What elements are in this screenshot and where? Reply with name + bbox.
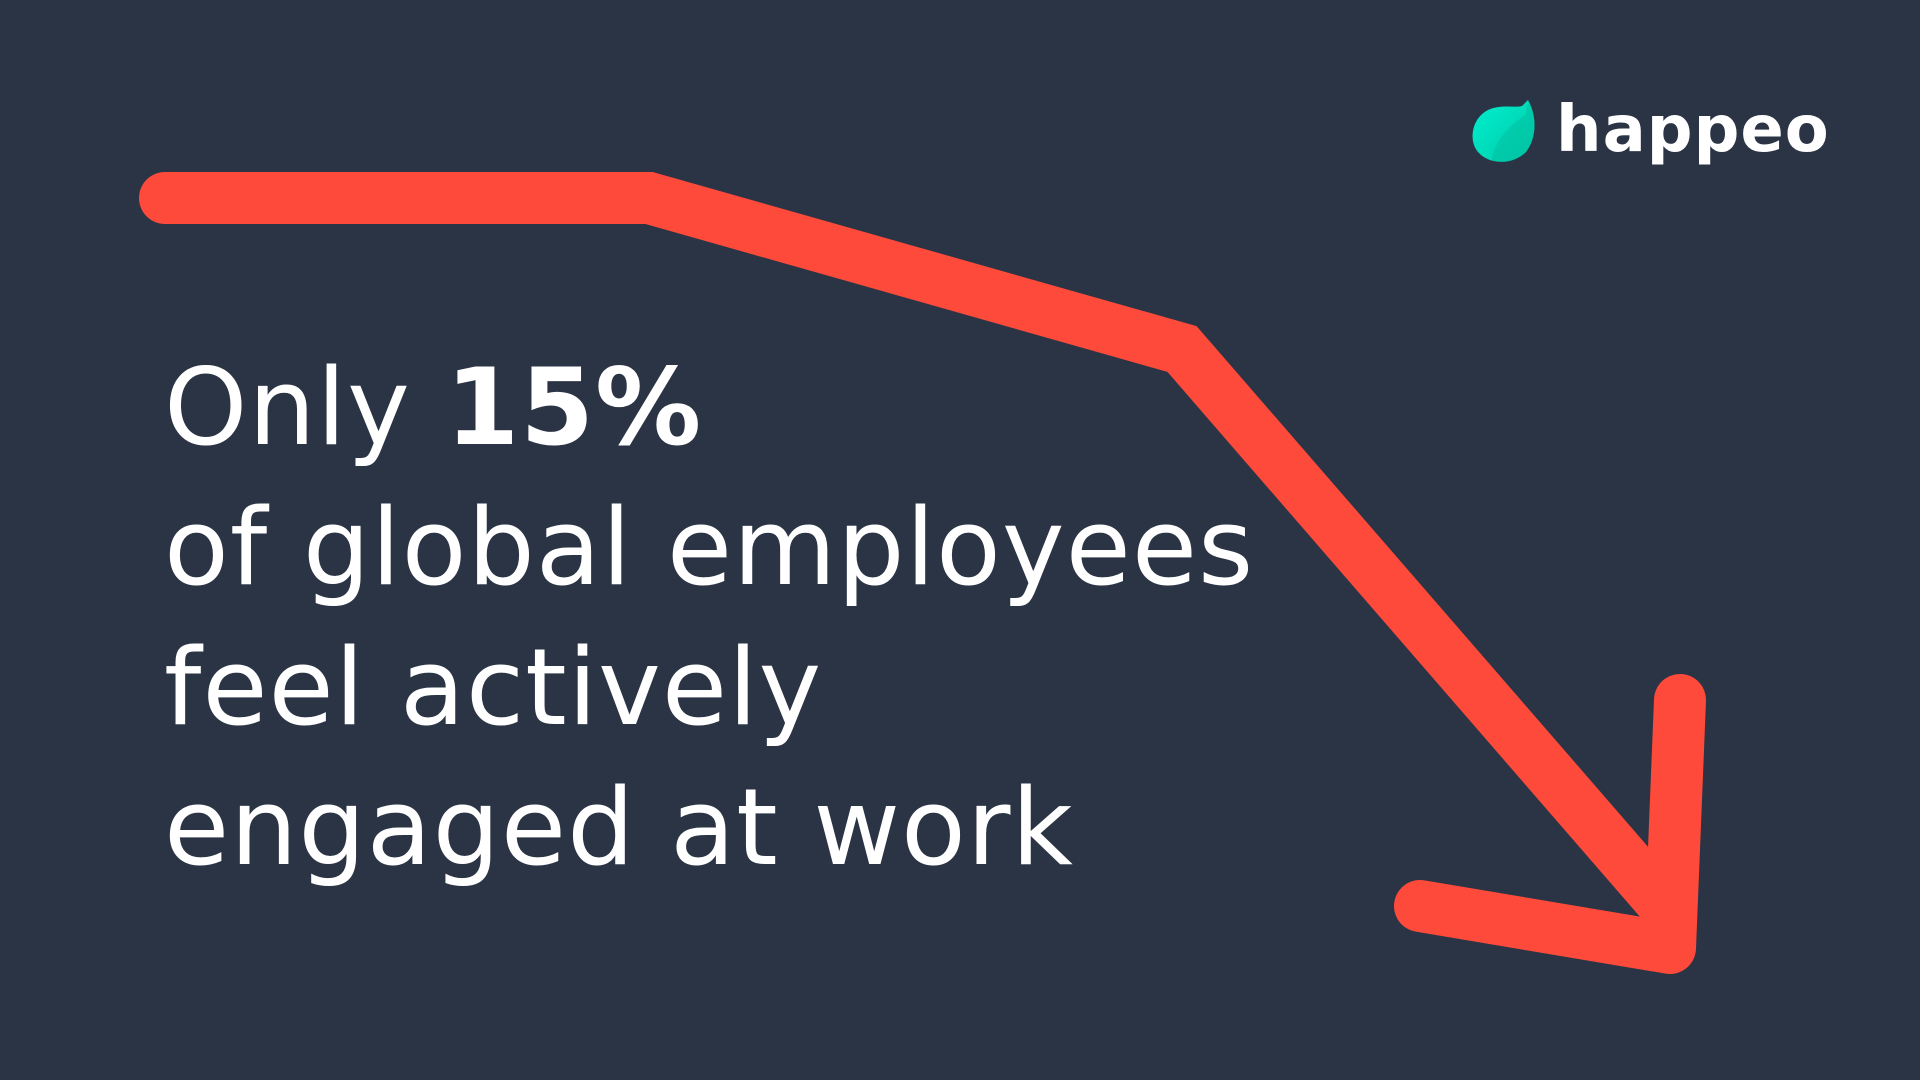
headline: Only 15% of global employees feel active… xyxy=(164,338,1254,898)
arrow-shaft xyxy=(139,172,1691,932)
headline-line-1: Only 15% xyxy=(164,338,1254,478)
headline-line-2: of global employees xyxy=(164,486,1255,609)
headline-line-3: feel actively xyxy=(164,626,823,749)
happeo-leaf-icon xyxy=(1472,100,1535,162)
headline-line-4: engaged at work xyxy=(164,766,1074,889)
headline-prefix: Only xyxy=(164,346,446,469)
brand-logo: happeo xyxy=(1470,96,1830,164)
brand-name: happeo xyxy=(1556,93,1830,167)
headline-stat: 15% xyxy=(445,346,703,469)
arrow-head xyxy=(1394,674,1706,974)
